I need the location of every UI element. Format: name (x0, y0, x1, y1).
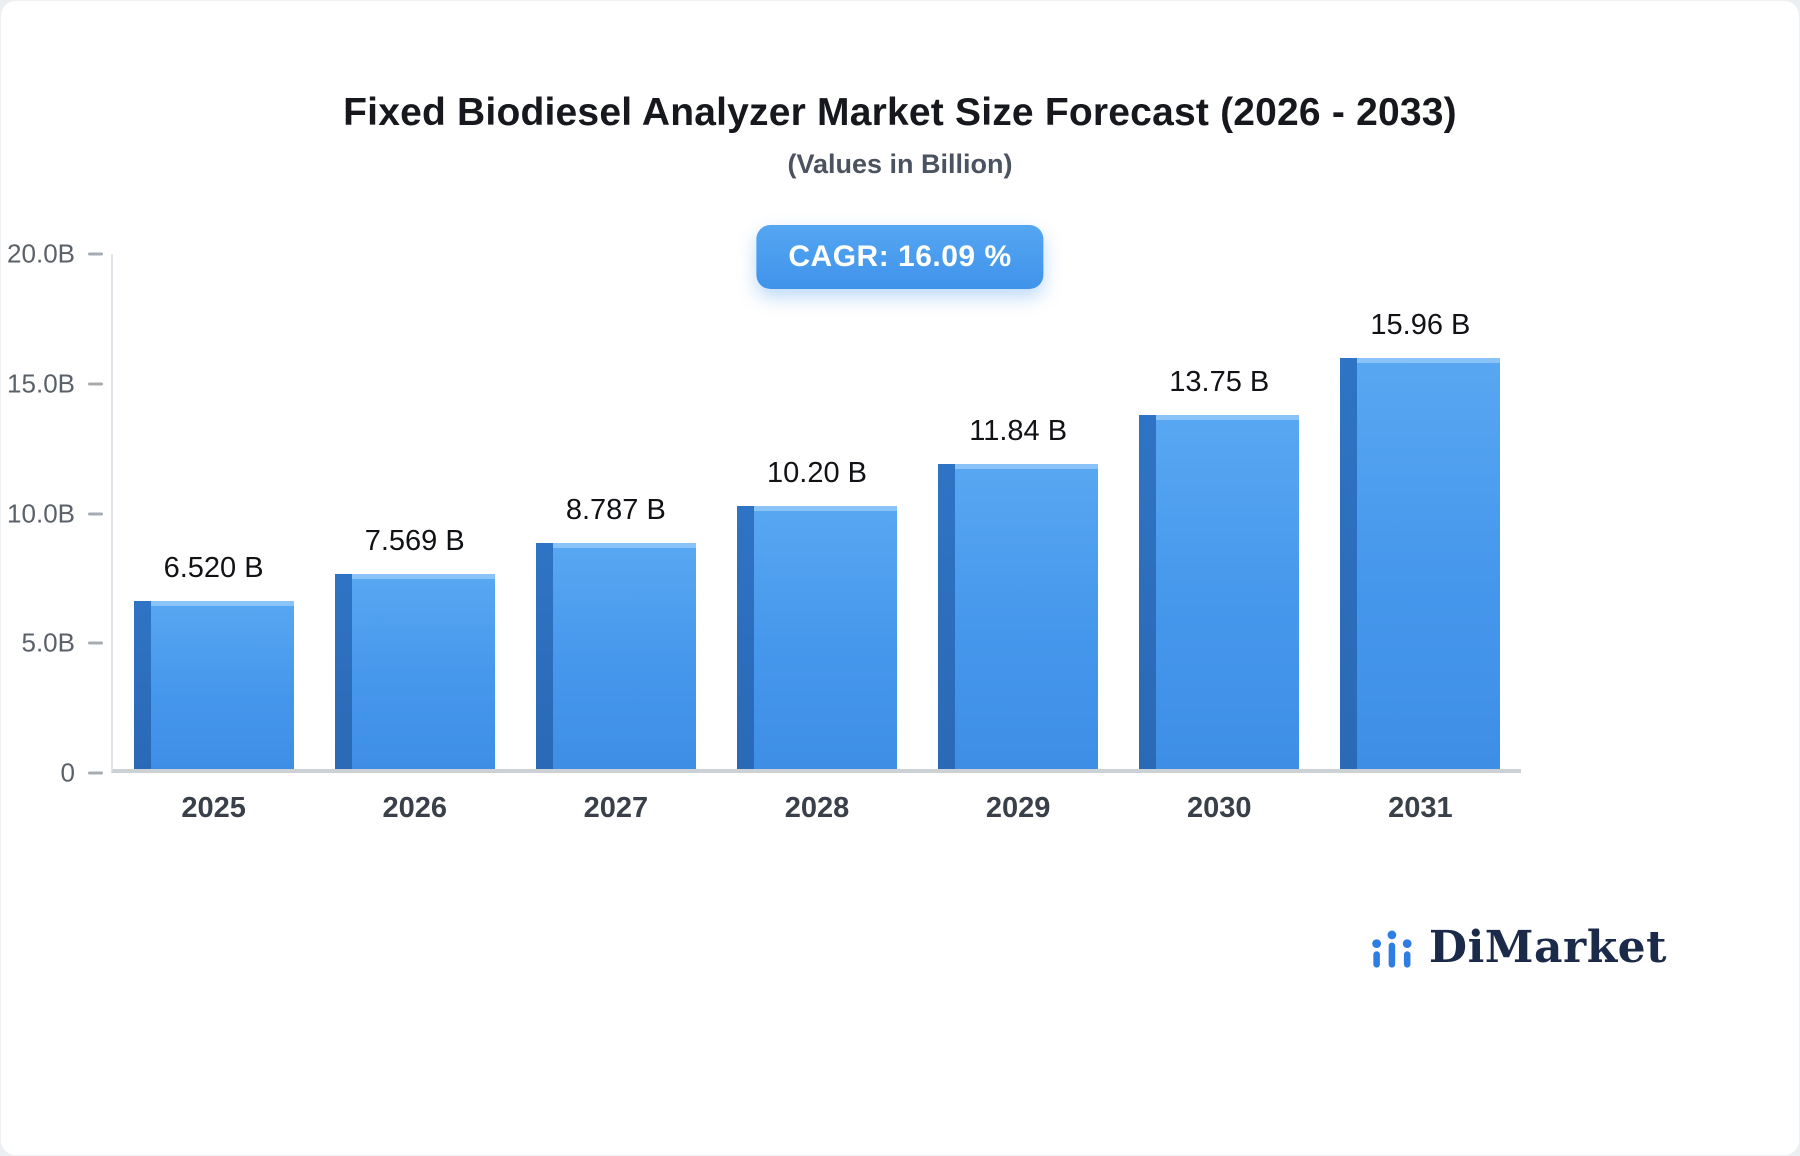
y-tick-mark (88, 252, 103, 256)
bar-value-label: 7.569 B (364, 525, 465, 558)
y-tick-label: 0 (60, 757, 75, 788)
bar (133, 601, 294, 769)
x-axis-label: 2028 (784, 792, 850, 824)
bar-group: 8.787 B 2027 (515, 254, 716, 824)
chart-title: Fixed Biodiesel Analyzer Market Size For… (343, 91, 1457, 134)
bar (1139, 414, 1300, 770)
bar-value-label: 15.96 B (1370, 309, 1471, 342)
bar-group: 10.20 B 2028 (716, 254, 917, 824)
brand-logo: DiMarket (1369, 922, 1667, 973)
bar-value-label: 13.75 B (1169, 365, 1270, 398)
y-tick-label: 5.0B (21, 627, 76, 658)
y-tick-mark (88, 641, 103, 645)
y-tick-label: 20.0B (7, 238, 75, 269)
y-tick-mark (88, 771, 103, 775)
bar (1340, 358, 1501, 769)
bar (535, 542, 696, 770)
y-tick-mark (88, 512, 103, 515)
cagr-badge: CAGR: 16.09 % (756, 225, 1044, 289)
bar-group: 7.569 B 2026 (314, 254, 515, 824)
y-tick-label: 10.0B (7, 498, 75, 528)
y-tick-label: 15.0B (7, 368, 75, 399)
bars: 6.520 B 2025 7.569 B 2026 8.787 B 2027 10.20 B… (113, 254, 1521, 824)
bar-value-label: 11.84 B (969, 415, 1068, 448)
bar (736, 506, 897, 769)
bar-group: 13.75 B 2030 (1119, 254, 1320, 824)
x-axis-label: 2025 (181, 792, 246, 824)
bar-chart-icon (1372, 930, 1412, 968)
y-tick-mark (88, 382, 103, 386)
brand-logo-text: DiMarket (1428, 922, 1667, 973)
chart-subtitle: (Values in Billion) (787, 149, 1013, 179)
bar-group: 6.520 B 2025 (113, 254, 314, 824)
bar (334, 574, 495, 769)
bar-value-label: 10.20 B (767, 457, 867, 490)
x-axis-label: 2031 (1388, 792, 1453, 824)
bar-value-label: 6.520 B (163, 552, 264, 585)
bar-group: 15.96 B 2031 (1320, 254, 1521, 824)
plot-area: 6.520 B 2025 7.569 B 2026 8.787 B 2027 10.20 B… (111, 254, 1521, 824)
x-axis-label: 2027 (583, 792, 649, 824)
bar (938, 464, 1099, 769)
y-axis: 20.0B 15.0B 10.0B 5.0B 0 (1, 239, 109, 788)
x-axis-label: 2029 (985, 792, 1051, 824)
x-axis-label: 2030 (1187, 792, 1252, 824)
bar-value-label: 8.787 B (565, 493, 666, 526)
x-axis-label: 2026 (382, 792, 447, 824)
bar-group: 11.84 B 2029 (918, 254, 1119, 824)
